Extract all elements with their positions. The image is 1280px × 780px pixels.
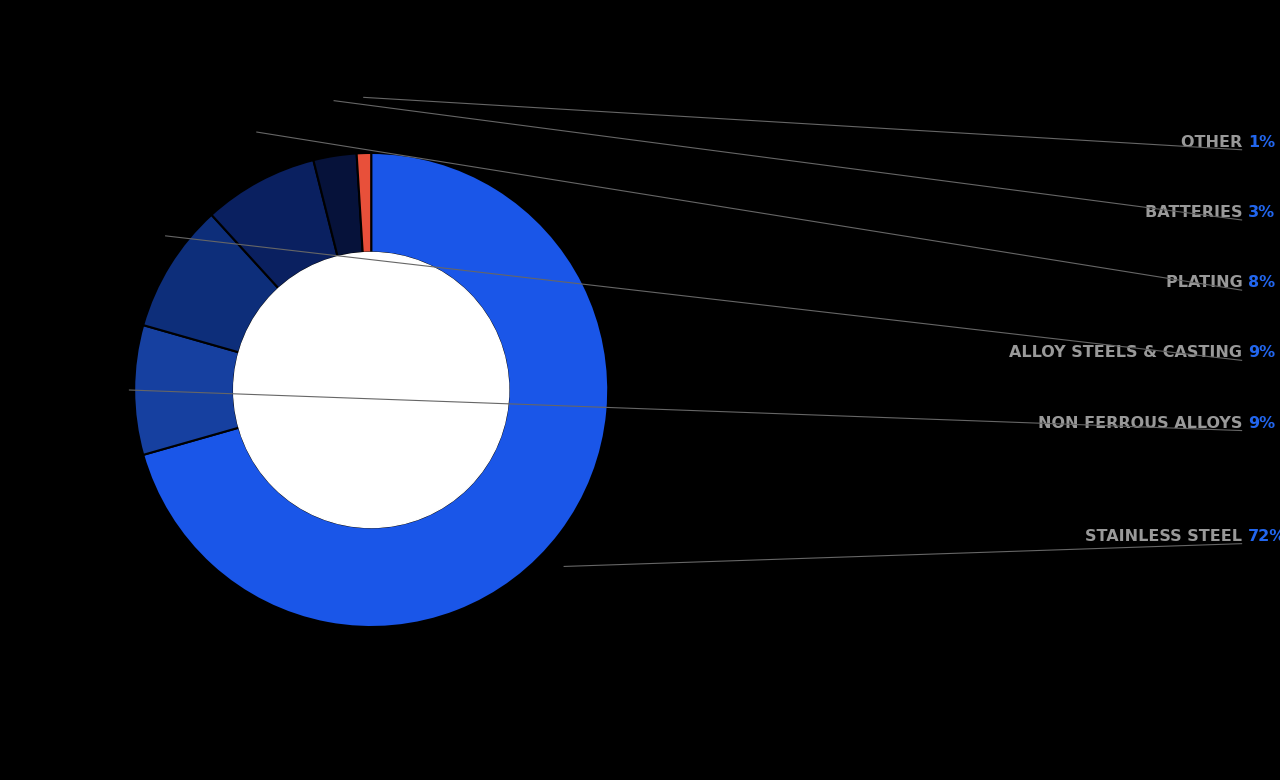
Wedge shape <box>211 160 338 289</box>
Wedge shape <box>314 154 362 257</box>
Text: STAINLESS STEEL: STAINLESS STEEL <box>1085 529 1248 544</box>
Wedge shape <box>134 325 239 455</box>
Wedge shape <box>143 215 279 353</box>
Wedge shape <box>357 153 371 253</box>
Wedge shape <box>143 153 608 627</box>
Text: 9%: 9% <box>1248 416 1275 431</box>
Text: 72%: 72% <box>1248 529 1280 544</box>
Text: NON FERROUS ALLOYS: NON FERROUS ALLOYS <box>1038 416 1248 431</box>
Text: 9%: 9% <box>1248 346 1275 360</box>
Circle shape <box>234 253 508 527</box>
Text: 1%: 1% <box>1248 135 1275 150</box>
Text: 8%: 8% <box>1248 275 1275 290</box>
Text: ALLOY STEELS & CASTING: ALLOY STEELS & CASTING <box>1010 346 1248 360</box>
Text: PLATING: PLATING <box>1166 275 1248 290</box>
Text: OTHER: OTHER <box>1181 135 1248 150</box>
Text: 3%: 3% <box>1248 205 1275 220</box>
Text: BATTERIES: BATTERIES <box>1144 205 1248 220</box>
